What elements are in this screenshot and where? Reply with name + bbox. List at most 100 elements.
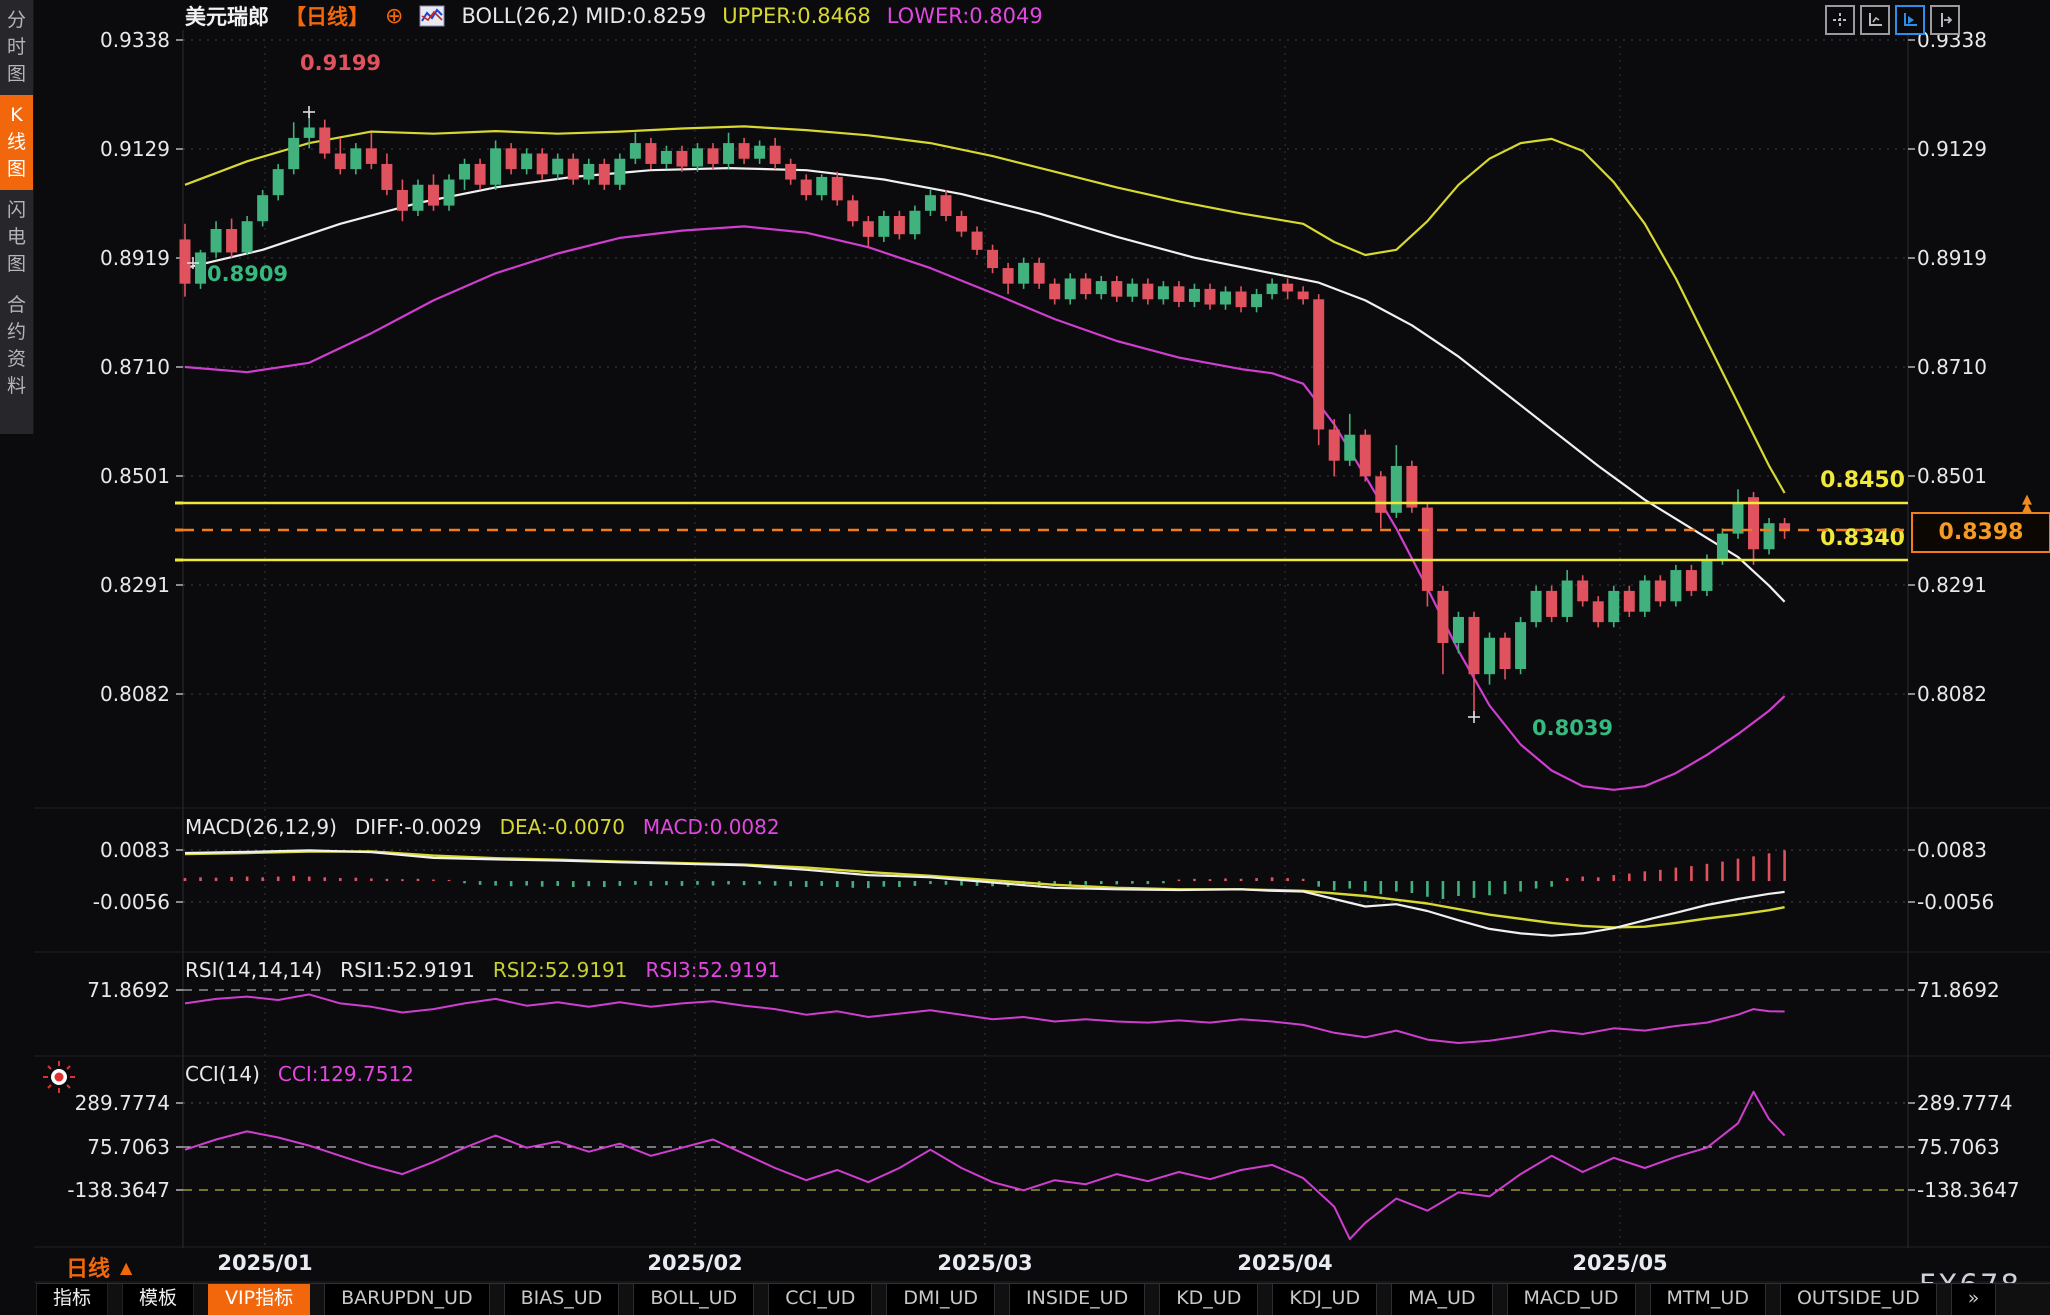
month-label: 2025/01 [217, 1251, 312, 1275]
indicator-tab-1[interactable]: 模板 [122, 1284, 195, 1315]
candle-body [1530, 590, 1542, 623]
indicator-tab-14[interactable]: OUTSIDE_UD [1779, 1284, 1937, 1315]
candle-body [878, 215, 890, 237]
axis-label-right: -138.3647 [1917, 1178, 2020, 1202]
candle-body [195, 252, 207, 284]
indicator-tab-bar: 指标 模板 VIP指标 BARUPDN_UD BIAS_UD BOLL_UD CCI_UD D… [36, 1283, 2050, 1315]
cci-line [184, 1090, 1786, 1241]
price-annotation: 0.9199 [300, 51, 381, 75]
axis-label-left: 0.8919 [100, 246, 170, 270]
candle-body [381, 163, 393, 190]
candle-body [1468, 616, 1480, 675]
axis-label-left: 75.7063 [87, 1135, 170, 1159]
candle-body [1670, 570, 1682, 602]
boll-mid-line [184, 167, 1786, 603]
rsi3-value: RSI3:52.9191 [645, 958, 781, 982]
axis-label-left: 0.9129 [100, 137, 170, 161]
candle-body [1157, 286, 1169, 300]
indicator-tab-5[interactable]: BOLL_UD [633, 1284, 755, 1315]
axis-label-left: 0.8710 [100, 355, 170, 379]
candle-body [614, 158, 626, 185]
axis-label-right: 0.8919 [1917, 246, 1987, 270]
candle-body [490, 148, 502, 185]
macd-panel-header: MACD(26,12,9) DIFF:-0.0029 DEA:-0.0070 M… [185, 815, 780, 839]
candle-body [257, 195, 269, 222]
candle-body [1220, 291, 1232, 305]
month-label: 2025/02 [647, 1251, 742, 1275]
sidebar-item-2[interactable]: 闪 电 图 [6, 199, 26, 275]
rsi-title: RSI(14,14,14) [185, 958, 323, 982]
candle-body [1421, 507, 1433, 591]
indicator-tab-11[interactable]: MA_UD [1391, 1284, 1493, 1315]
sidebar-item-1[interactable]: K 线 图 [0, 95, 33, 190]
auto-scroll-icon[interactable] [1895, 5, 1925, 35]
candle-body [1732, 502, 1744, 534]
indicator-tab-13[interactable]: MTM_UD [1649, 1284, 1766, 1315]
candle-body [1344, 434, 1356, 461]
axis-scale-icon[interactable] [1860, 5, 1890, 35]
axis-label-left: 71.8692 [87, 978, 170, 1002]
candle-body [1313, 299, 1325, 430]
locator-target-icon[interactable] [42, 1060, 76, 1094]
sidebar-item-3[interactable]: 合 约 资 料 [6, 294, 26, 397]
rsi-line [184, 993, 1785, 1044]
candle-body [1282, 283, 1294, 292]
candle-body [241, 221, 253, 253]
axis-label-left: 0.9338 [100, 28, 170, 52]
candle-body [956, 215, 967, 232]
axis-label-left: 289.7774 [75, 1091, 170, 1115]
candle-body [1623, 590, 1635, 612]
candle-body [459, 163, 471, 180]
candle-body [1779, 523, 1791, 530]
level-label: 0.8450 [1820, 468, 1905, 493]
candle-body [987, 249, 999, 269]
candle-body [785, 163, 797, 180]
candle-body [862, 221, 874, 237]
rsi2-value: RSI2:52.9191 [492, 958, 628, 982]
indicator-tab-15[interactable]: » [1950, 1284, 1997, 1315]
indicator-tab-10[interactable]: KDJ_UD [1272, 1284, 1378, 1315]
axis-label-right: 289.7774 [1917, 1091, 2012, 1115]
chart-header: 美元瑞郎 【日线】 ⊕ BOLL(26,2) MID:0.8259 UPPER:… [185, 2, 1043, 30]
crosshair-tool-icon[interactable] [1825, 5, 1855, 35]
timeframe-selector[interactable]: 日线 ▲ [66, 1251, 132, 1283]
indicator-tab-2[interactable]: VIP指标 [208, 1284, 311, 1315]
candle-body [521, 153, 533, 170]
candle-body [1701, 559, 1713, 591]
indicator-chart-icon[interactable] [419, 5, 445, 27]
axis-label-right: 71.8692 [1917, 978, 2000, 1002]
indicator-tab-12[interactable]: MACD_UD [1506, 1284, 1636, 1315]
candle-body [924, 195, 936, 211]
period-label[interactable]: 【日线】 [285, 5, 369, 29]
exit-right-icon[interactable] [1930, 5, 1960, 35]
month-label: 2025/04 [1237, 1251, 1332, 1275]
indicator-tab-7[interactable]: DMI_UD [886, 1284, 996, 1315]
indicator-tab-9[interactable]: KD_UD [1159, 1284, 1259, 1315]
candle-body [831, 176, 843, 201]
price-annotation: 0.8909 [207, 262, 288, 286]
candle-body [645, 143, 657, 164]
indicator-tab-8[interactable]: INSIDE_UD [1009, 1284, 1146, 1315]
rsi-panel-header: RSI(14,14,14) RSI1:52.9191 RSI2:52.9191 … [185, 958, 780, 982]
candle-body [1685, 570, 1697, 591]
candle-body [1546, 590, 1558, 617]
axis-label-right: 0.9129 [1917, 137, 1987, 161]
indicator-tab-3[interactable]: BARUPDN_UD [324, 1284, 490, 1315]
candle-body [1499, 637, 1511, 670]
axis-label-left: -0.0056 [93, 890, 170, 914]
candle-body [723, 143, 735, 164]
candle-body [536, 153, 548, 175]
candle-body [707, 148, 719, 164]
candle-body [940, 195, 952, 216]
boll-lower-value: LOWER:0.8049 [886, 4, 1043, 28]
sidebar-item-0[interactable]: 分 时 图 [6, 9, 26, 85]
indicator-tab-6[interactable]: CCI_UD [768, 1284, 873, 1315]
candle-body [1639, 580, 1651, 612]
candle-body [1018, 262, 1030, 284]
timeframe-label: 日线 [66, 1257, 111, 1282]
candle-body [319, 127, 331, 154]
indicator-tab-4[interactable]: BIAS_UD [503, 1284, 620, 1315]
indicator-tab-0[interactable]: 指标 [36, 1284, 109, 1315]
add-compare-icon[interactable]: ⊕ [385, 3, 404, 29]
